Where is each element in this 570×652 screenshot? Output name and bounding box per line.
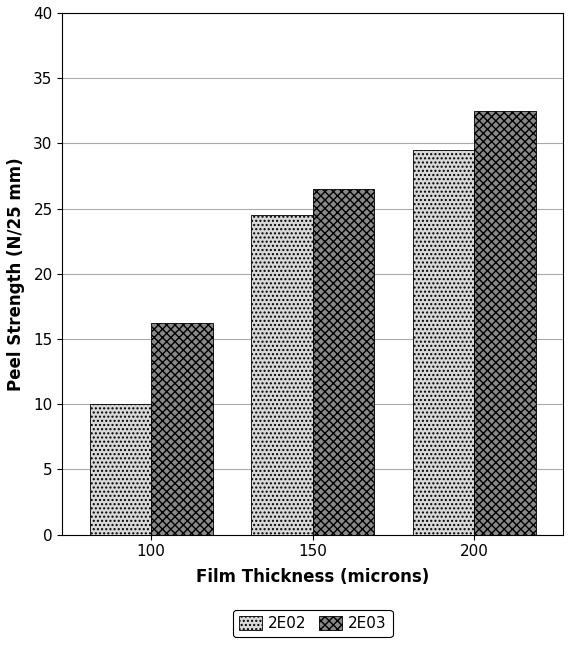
Bar (90, 404, 151, 535)
X-axis label: Film Thickness (microns): Film Thickness (microns) (196, 568, 429, 585)
Legend: 2E02, 2E03: 2E02, 2E03 (233, 610, 393, 638)
Y-axis label: Peel Strength (N/25 mm): Peel Strength (N/25 mm) (7, 157, 25, 391)
Bar (151, 323, 213, 535)
Bar (251, 215, 313, 535)
Bar (474, 111, 536, 535)
Bar (413, 150, 474, 535)
Bar (313, 189, 374, 535)
